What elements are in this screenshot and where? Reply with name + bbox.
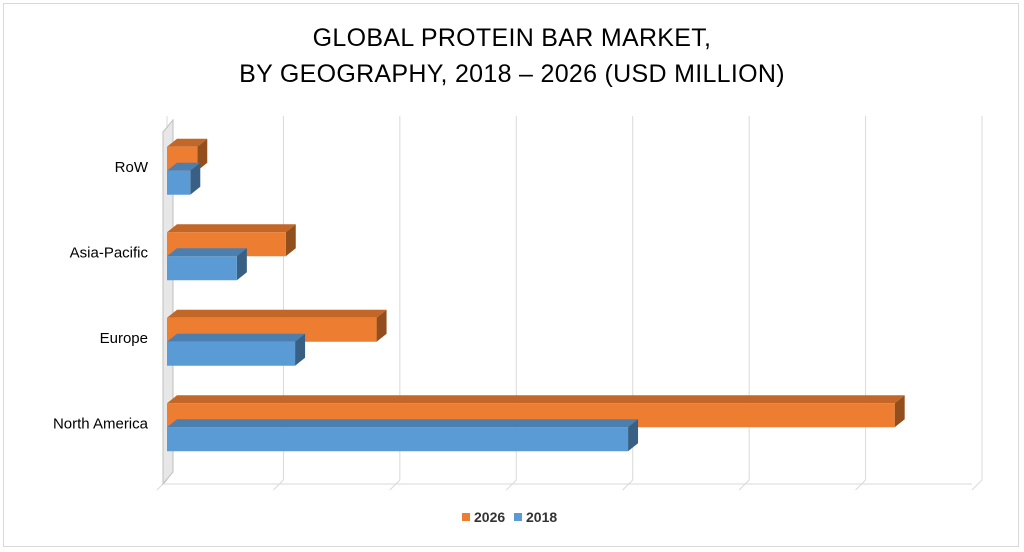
bar-2018-North America	[167, 427, 629, 452]
floor-gridline	[622, 479, 634, 491]
bar-top-2026-Europe	[167, 309, 387, 318]
bar-side-2018-Asia-Pacific	[236, 248, 247, 281]
bar-side-2018-North America	[628, 419, 639, 452]
floor-gridline	[505, 479, 517, 491]
bar-top-2026-RoW	[167, 138, 208, 147]
legend-swatch-2026	[462, 513, 470, 521]
bar-2018-Asia-Pacific	[167, 256, 237, 281]
bar-top-2026-North America	[167, 395, 905, 404]
bar-side-2018-RoW	[190, 162, 201, 195]
title-line-1: GLOBAL PROTEIN BAR MARKET,	[312, 24, 712, 52]
legend-swatch-2018	[514, 513, 522, 521]
category-label: Europe	[100, 330, 148, 347]
category-label: RoW	[115, 159, 149, 176]
floor-gridline	[273, 479, 284, 491]
floor-gridline	[855, 479, 866, 491]
bar-2018-RoW	[167, 170, 191, 195]
bar-side-2026-North America	[894, 395, 905, 428]
category-label: North America	[53, 415, 149, 432]
bar-side-2018-Europe	[295, 333, 306, 366]
bar-2018-Europe	[167, 341, 296, 366]
legend-label: 2018	[526, 509, 557, 525]
bar-top-2018-RoW	[167, 162, 201, 171]
legend-label: 2026	[474, 509, 505, 525]
bar-top-2018-Europe	[167, 333, 306, 342]
bar-top-2018-North America	[167, 419, 639, 428]
bar-side-2026-Europe	[376, 309, 387, 342]
bar-side-2026-Asia-Pacific	[285, 224, 296, 257]
floor-gridline	[738, 479, 750, 491]
category-label: Asia-Pacific	[70, 244, 149, 261]
axis-wall	[162, 118, 174, 486]
chart-title: GLOBAL PROTEIN BAR MARKET, BY GEOGRAPHY,…	[0, 20, 1024, 92]
floor-gridline	[971, 479, 983, 491]
bar-top-2018-Asia-Pacific	[167, 248, 247, 257]
bar-top-2026-Asia-Pacific	[167, 224, 296, 233]
floor-gridline	[389, 479, 401, 491]
title-line-2: BY GEOGRAPHY, 2018 – 2026 (USD MILLION)	[239, 60, 785, 88]
